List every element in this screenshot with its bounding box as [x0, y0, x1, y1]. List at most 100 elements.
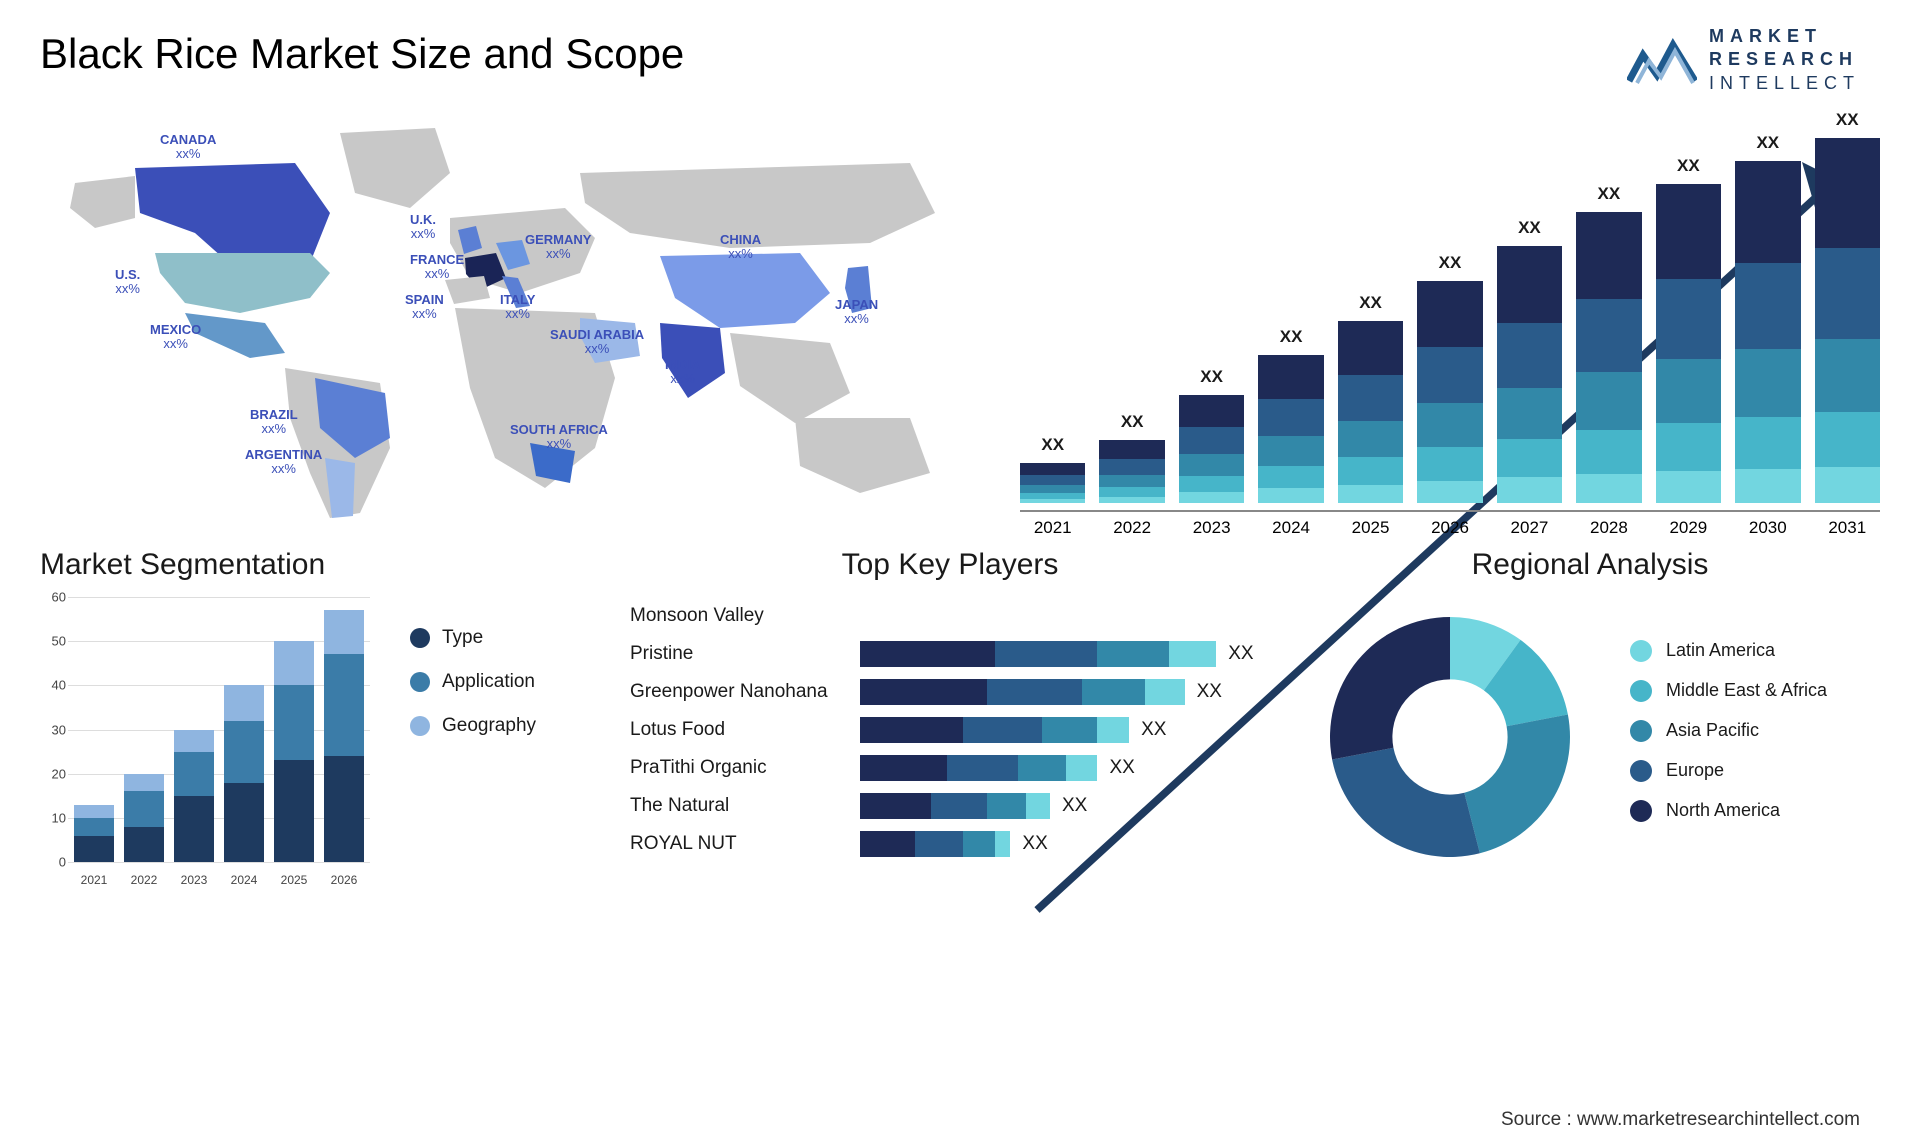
legend-label: Europe	[1666, 760, 1724, 781]
legend-label: Asia Pacific	[1666, 720, 1759, 741]
players-row: ROYAL NUTXX	[630, 825, 1270, 863]
map-label: CANADAxx%	[160, 133, 216, 162]
forecast-segment	[1417, 403, 1482, 447]
forecast-bar-value: XX	[1258, 327, 1323, 347]
forecast-segment	[1815, 467, 1880, 504]
forecast-segment	[1417, 447, 1482, 480]
legend-label: Latin America	[1666, 640, 1775, 661]
forecast-segment	[1815, 412, 1880, 467]
forecast-bar-value: XX	[1735, 133, 1800, 153]
forecast-bar: XX	[1656, 184, 1721, 503]
seg-segment	[274, 685, 314, 760]
forecast-segment	[1576, 372, 1641, 430]
forecast-segment	[1497, 323, 1562, 387]
forecast-year-label: 2029	[1656, 518, 1721, 538]
logo-text: MARKET RESEARCH INTELLECT	[1709, 25, 1860, 95]
forecast-bar: XX	[1179, 395, 1244, 503]
forecast-segment	[1338, 421, 1403, 458]
seg-ytick: 60	[52, 590, 66, 605]
seg-segment	[74, 818, 114, 836]
legend-swatch-icon	[410, 716, 430, 736]
seg-segment	[174, 796, 214, 862]
forecast-segment	[1338, 457, 1403, 484]
forecast-xaxis: 2021202220232024202520262027202820292030…	[1020, 510, 1880, 538]
forecast-segment	[1656, 279, 1721, 359]
players-bar: XX	[860, 793, 1270, 819]
seg-bar	[274, 641, 314, 862]
players-bar: XX	[860, 641, 1270, 667]
seg-legend-item: Geography	[410, 715, 600, 737]
regional-title: Regional Analysis	[1300, 548, 1880, 582]
forecast-segment	[1258, 399, 1323, 436]
map-label: MEXICOxx%	[150, 323, 201, 352]
seg-ytick: 10	[52, 810, 66, 825]
players-segment	[1145, 679, 1185, 705]
map-label: U.S.xx%	[115, 268, 140, 297]
players-segment	[987, 793, 1027, 819]
players-row: Monsoon Valley	[630, 597, 1270, 635]
map-region-china	[660, 253, 830, 328]
players-segment	[860, 641, 995, 667]
seg-ytick: 30	[52, 722, 66, 737]
segmentation-title: Market Segmentation	[40, 548, 600, 582]
forecast-year-label: 2031	[1815, 518, 1880, 538]
donut-slice	[1330, 617, 1450, 759]
players-value: XX	[1109, 757, 1134, 779]
players-segment	[860, 679, 987, 705]
seg-bar	[224, 685, 264, 862]
forecast-segment	[1815, 248, 1880, 339]
legend-swatch-icon	[1630, 760, 1652, 782]
forecast-bar: XX	[1497, 246, 1562, 503]
players-row: The NaturalXX	[630, 787, 1270, 825]
players-segment	[947, 755, 1018, 781]
players-row: PraTithi OrganicXX	[630, 749, 1270, 787]
forecast-segment	[1179, 454, 1244, 476]
regional-legend-item: Latin America	[1630, 640, 1880, 662]
seg-legend-item: Application	[410, 671, 600, 693]
source-text: Source : www.marketresearchintellect.com	[1501, 1109, 1860, 1131]
players-bar: XX	[860, 717, 1270, 743]
forecast-year-label: 2025	[1338, 518, 1403, 538]
legend-swatch-icon	[1630, 640, 1652, 662]
players-segment	[963, 831, 995, 857]
seg-segment	[74, 805, 114, 818]
legend-swatch-icon	[1630, 680, 1652, 702]
world-map: CANADAxx%U.S.xx%MEXICOxx%BRAZILxx%ARGENT…	[40, 118, 1000, 538]
players-segment	[1169, 641, 1217, 667]
seg-ytick: 50	[52, 634, 66, 649]
forecast-segment	[1497, 439, 1562, 477]
forecast-segment	[1020, 499, 1085, 503]
seg-xlabel: 2023	[174, 873, 214, 887]
map-region-usa	[155, 253, 330, 313]
forecast-segment	[1258, 466, 1323, 488]
forecast-segment	[1099, 459, 1164, 475]
players-segment	[931, 793, 986, 819]
players-segment	[1042, 717, 1097, 743]
seg-bar	[324, 610, 364, 862]
forecast-segment	[1576, 430, 1641, 474]
players-segment	[1026, 793, 1050, 819]
seg-segment	[224, 685, 264, 720]
forecast-segment	[1735, 349, 1800, 417]
regional-legend: Latin AmericaMiddle East & AfricaAsia Pa…	[1600, 640, 1880, 840]
players-value: XX	[1062, 795, 1087, 817]
map-label: INDIAxx%	[665, 358, 700, 387]
forecast-segment	[1417, 281, 1482, 348]
players-bar: XX	[860, 679, 1270, 705]
forecast-bar: XX	[1417, 281, 1482, 503]
regional-donut	[1300, 597, 1600, 882]
forecast-segment	[1497, 477, 1562, 503]
forecast-segment	[1020, 485, 1085, 493]
players-segment	[1018, 755, 1066, 781]
seg-ytick: 0	[59, 855, 66, 870]
players-value: XX	[1141, 719, 1166, 741]
forecast-segment	[1179, 492, 1244, 503]
donut-slice	[1464, 715, 1570, 854]
legend-label: North America	[1666, 800, 1780, 821]
seg-xlabel: 2021	[74, 873, 114, 887]
players-bar: XX	[860, 831, 1270, 857]
forecast-segment	[1417, 347, 1482, 403]
forecast-bar-value: XX	[1338, 293, 1403, 313]
forecast-segment	[1656, 471, 1721, 503]
segmentation-section: Market Segmentation 0102030405060 202120…	[40, 548, 600, 887]
